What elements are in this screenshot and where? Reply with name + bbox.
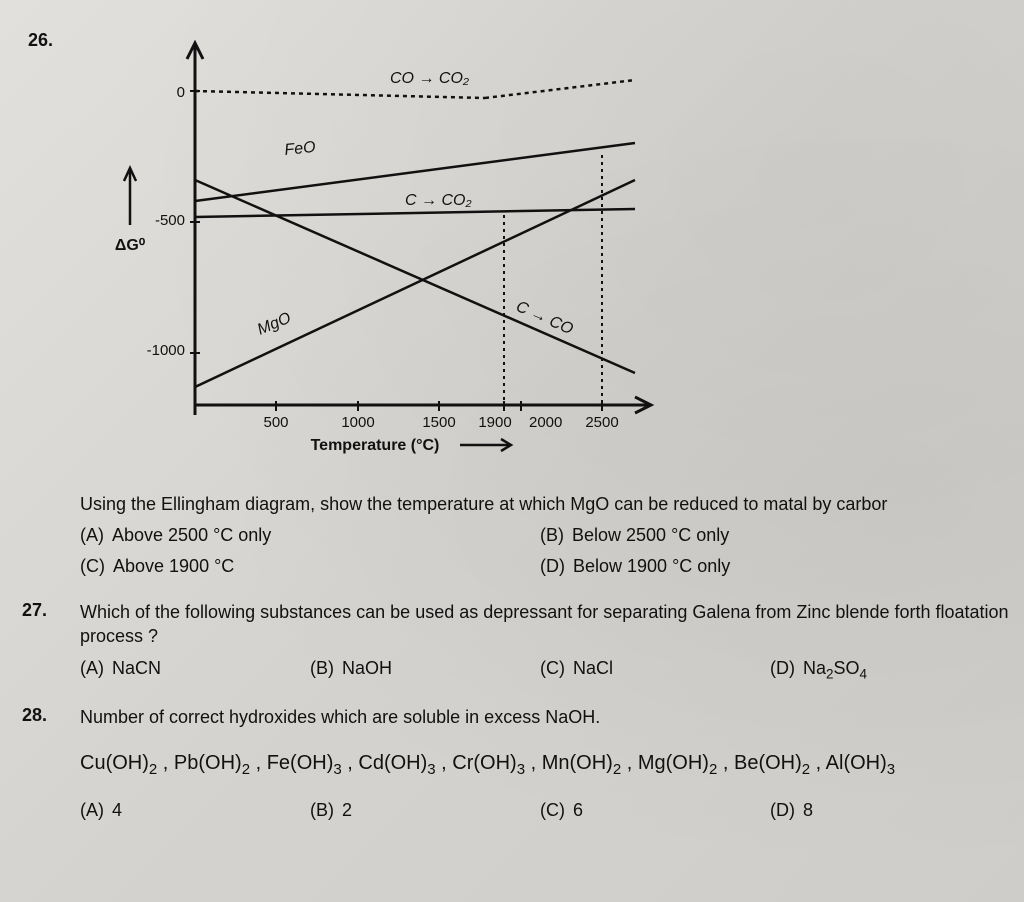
q28-option-a-text: 4: [112, 800, 122, 821]
q28-option-d[interactable]: (D)8: [770, 800, 1000, 821]
q28-prompt: Number of correct hydroxides which are s…: [80, 705, 1010, 729]
q26-option-d-text: Below 1900 °C only: [573, 556, 730, 577]
ytick-minus500: -500: [155, 212, 185, 229]
question-number-26: 26.: [28, 30, 53, 51]
question-number-28: 28.: [22, 705, 47, 726]
line-co-co2-tail: [485, 80, 635, 98]
q28-formula-list: Cu(OH)2 , Pb(OH)2 , Fe(OH)3 , Cd(OH)3 , …: [80, 750, 1020, 780]
q26-option-c-text: Above 1900 °C: [113, 556, 234, 577]
xtick-2000: 2000: [529, 414, 562, 431]
xtick-2500: 2500: [585, 414, 618, 431]
q27-option-a[interactable]: (A)NaCN: [80, 658, 310, 682]
q26-option-a-text: Above 2500 °C only: [112, 525, 271, 546]
q28-option-d-text: 8: [803, 800, 813, 821]
q26-option-d[interactable]: (D)Below 1900 °C only: [540, 556, 1000, 577]
q27-option-c[interactable]: (C)NaCl: [540, 658, 770, 682]
xtick-1500: 1500: [422, 414, 455, 431]
line-mgo: [195, 180, 635, 387]
q28-option-b-text: 2: [342, 800, 352, 821]
q27-option-a-text: NaCN: [112, 658, 161, 679]
q27-option-d[interactable]: (D)Na2SO4: [770, 658, 1000, 682]
label-co-co2: CO → CO₂: [390, 70, 469, 87]
q28-option-b[interactable]: (B)2: [310, 800, 540, 821]
q28-option-c[interactable]: (C)6: [540, 800, 770, 821]
xtick-1000: 1000: [341, 414, 374, 431]
ellingham-diagram: 0 -500 -1000 500 1000 1500 1900 2000 250…: [95, 25, 655, 465]
q27-option-c-text: NaCl: [573, 658, 613, 679]
q26-option-b-text: Below 2500 °C only: [572, 525, 729, 546]
line-co-co2-flat: [195, 91, 485, 98]
label-c-co2: C → CO₂: [405, 192, 472, 209]
question-number-27: 27.: [22, 600, 47, 621]
q26-option-b[interactable]: (B)Below 2500 °C only: [540, 525, 1000, 546]
label-mgo: MgO: [255, 309, 294, 338]
q27-prompt: Which of the following substances can be…: [80, 600, 1010, 649]
q26-option-c[interactable]: (C)Above 1900 °C: [80, 556, 540, 577]
q27-option-b-text: NaOH: [342, 658, 392, 679]
xtick-500: 500: [263, 414, 288, 431]
q28-option-c-text: 6: [573, 800, 583, 821]
q26-prompt: Using the Ellingham diagram, show the te…: [80, 492, 1020, 516]
q26-option-a[interactable]: (A)Above 2500 °C only: [80, 525, 540, 546]
ytick-0: 0: [177, 84, 185, 101]
label-feo: FeO: [284, 139, 317, 159]
ytick-minus1000: -1000: [147, 342, 185, 359]
ellingham-svg: 0 -500 -1000 500 1000 1500 1900 2000 250…: [95, 25, 655, 465]
x-axis-label: Temperature (°C): [311, 437, 440, 454]
xtick-1900: 1900: [478, 414, 511, 431]
q27-option-d-text: Na2SO4: [803, 658, 867, 682]
q27-option-b[interactable]: (B)NaOH: [310, 658, 540, 682]
q28-option-a[interactable]: (A)4: [80, 800, 310, 821]
y-axis-label: ΔG⁰: [115, 237, 146, 254]
